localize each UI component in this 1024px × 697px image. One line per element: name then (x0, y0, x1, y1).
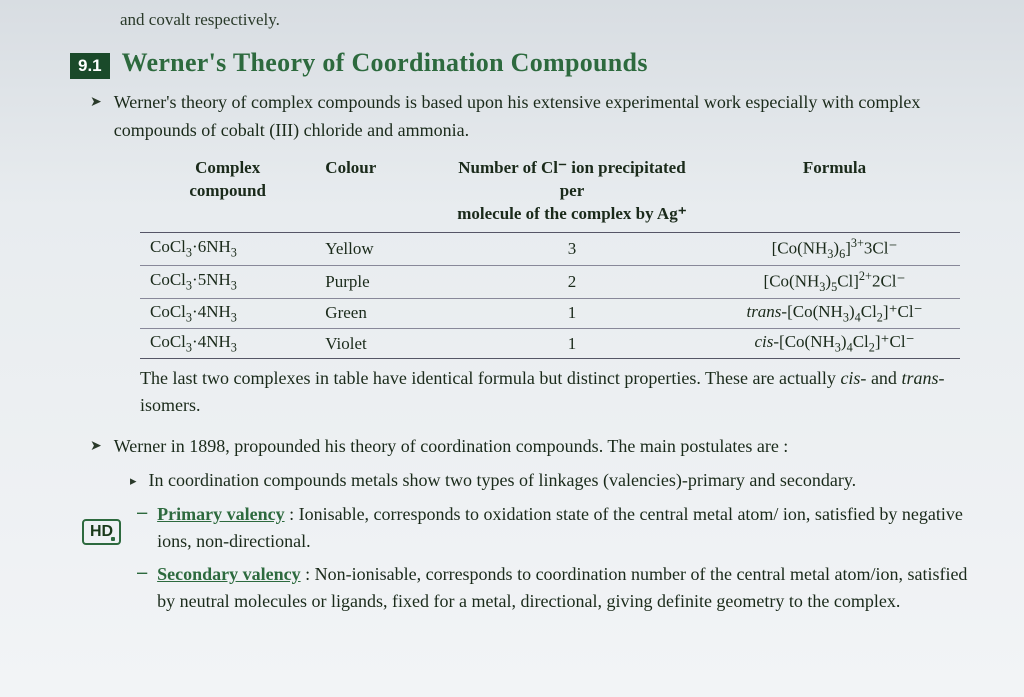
primary-valency: – Primary valency : Ionisable, correspon… (137, 501, 984, 555)
col-formula: Formula (709, 153, 960, 232)
cell-compound: CoCl3·4NH3 (140, 329, 315, 359)
table-row: CoCl3·6NH3 Yellow 3 [Co(NH3)6]3+3Cl⁻ (140, 232, 960, 265)
table-row: CoCl3·5NH3 Purple 2 [Co(NH3)5Cl]2+2Cl⁻ (140, 265, 960, 298)
col-colour: Colour (315, 153, 435, 232)
col-compound: Complexcompound (140, 153, 315, 232)
complex-table: Complexcompound Colour Number of Cl⁻ ion… (140, 153, 960, 360)
hd-badge: HD (82, 519, 121, 545)
bullet-arrow-icon: ➤ (90, 438, 102, 461)
section-title: Werner's Theory of Coordination Compound… (122, 48, 648, 78)
cell-compound: CoCl3·5NH3 (140, 265, 315, 298)
cell-colour: Green (315, 298, 435, 328)
postulate-1-text: In coordination compounds metals show tw… (149, 467, 857, 495)
cell-n: 3 (435, 232, 709, 265)
cell-colour: Purple (315, 265, 435, 298)
dash-icon: – (137, 561, 147, 615)
primary-term: Primary valency (157, 504, 284, 524)
cell-formula: [Co(NH3)5Cl]2+2Cl⁻ (709, 265, 960, 298)
table-note: The last two complexes in table have ide… (140, 365, 984, 419)
postulates-bullet: ➤ Werner in 1898, propounded his theory … (90, 433, 984, 461)
top-fragment: and covalt respectively. (70, 10, 984, 30)
sub-bullet-arrow-icon: ▸ (130, 473, 137, 495)
table-row: CoCl3·4NH3 Violet 1 cis-[Co(NH3)4Cl2]⁺Cl… (140, 329, 960, 359)
postulates-intro: Werner in 1898, propounded his theory of… (114, 433, 789, 461)
valency-list: – Primary valency : Ionisable, correspon… (137, 501, 984, 621)
intro-text: Werner's theory of complex compounds is … (114, 89, 984, 145)
secondary-valency: – Secondary valency : Non-ionisable, cor… (137, 561, 984, 615)
cell-formula: cis-[Co(NH3)4Cl2]⁺Cl⁻ (709, 329, 960, 359)
postulate-1: ▸ In coordination compounds metals show … (130, 467, 984, 495)
cell-compound: CoCl3·6NH3 (140, 232, 315, 265)
bullet-arrow-icon: ➤ (90, 94, 102, 145)
cell-colour: Violet (315, 329, 435, 359)
cell-formula: [Co(NH3)6]3+3Cl⁻ (709, 232, 960, 265)
cell-n: 1 (435, 298, 709, 328)
hd-row: HD – Primary valency : Ionisable, corres… (82, 501, 984, 621)
intro-bullet: ➤ Werner's theory of complex compounds i… (90, 89, 984, 145)
cell-compound: CoCl3·4NH3 (140, 298, 315, 328)
cell-n: 1 (435, 329, 709, 359)
cell-n: 2 (435, 265, 709, 298)
cell-colour: Yellow (315, 232, 435, 265)
section-header: 9.1 Werner's Theory of Coordination Comp… (70, 48, 984, 79)
dash-icon: – (137, 501, 147, 555)
col-cl-count: Number of Cl⁻ ion precipitated permolecu… (435, 153, 709, 232)
secondary-term: Secondary valency (157, 564, 301, 584)
table-row: CoCl3·4NH3 Green 1 trans-[Co(NH3)4Cl2]⁺C… (140, 298, 960, 328)
cell-formula: trans-[Co(NH3)4Cl2]⁺Cl⁻ (709, 298, 960, 328)
section-number-badge: 9.1 (70, 53, 110, 79)
table-header-row: Complexcompound Colour Number of Cl⁻ ion… (140, 153, 960, 232)
